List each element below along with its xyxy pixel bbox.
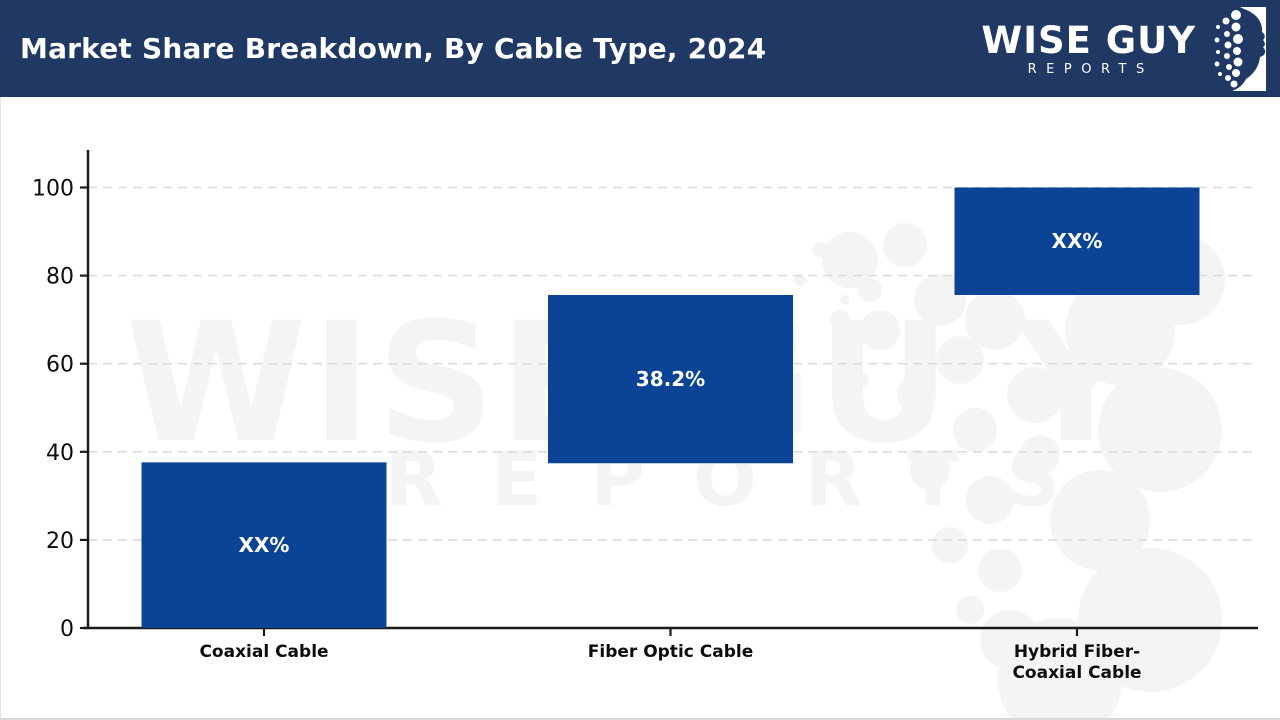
brand-subtext: REPORTS: [1027, 61, 1154, 77]
watermark-dot: [840, 295, 850, 305]
bar-value-label: XX%: [1052, 229, 1103, 253]
header: Market Share Breakdown, By Cable Type, 2…: [0, 0, 1280, 97]
bar-value-label: XX%: [239, 533, 290, 557]
y-tick-label: 80: [46, 265, 74, 290]
watermark-dot: [932, 527, 968, 563]
watermark-dot: [883, 423, 897, 437]
bar-value-label: 38.2%: [636, 367, 705, 391]
watermark-dot: [830, 310, 850, 330]
watermark-dot: [883, 223, 927, 267]
watermark-dot: [956, 596, 984, 624]
watermark-dot: [852, 372, 868, 388]
watermark-dot: [860, 310, 900, 350]
y-tick-label: 20: [46, 529, 74, 554]
watermark-dot: [1020, 435, 1060, 475]
watermark-dot: [1050, 470, 1150, 570]
y-tick-label: 0: [60, 617, 74, 642]
y-tick-label: 100: [32, 177, 74, 202]
x-category-label: Hybrid Fiber-Coaxial Cable: [1012, 642, 1141, 683]
x-category-label: Fiber Optic Cable: [588, 642, 753, 662]
brand-logo: WISE GUY REPORTS: [981, 6, 1266, 91]
watermark-dot: [897, 377, 933, 413]
watermark-dot: [812, 242, 828, 258]
watermark-dot: [966, 476, 1014, 524]
bar-1: [548, 294, 793, 464]
watermark-dot: [858, 278, 882, 302]
y-tick-label: 40: [46, 441, 74, 466]
watermark-dot: [978, 548, 1022, 592]
brand-wordmark: WISE GUY: [981, 18, 1196, 62]
bar-2: [954, 187, 1200, 295]
x-category-label: Coaxial Cable: [199, 642, 328, 662]
bar-0: [141, 462, 387, 628]
watermark-dot: [1007, 367, 1063, 423]
watermark-dot: [936, 336, 984, 384]
watermark-dot: [953, 408, 997, 452]
watermark-dot: [910, 450, 950, 490]
watermark-dot: [980, 610, 1040, 670]
watermark-dot: [794, 274, 806, 286]
page-title: Market Share Breakdown, By Cable Type, 2…: [20, 32, 767, 65]
brand-logo-text: WISE GUY REPORTS: [981, 22, 1196, 76]
watermark-dot: [822, 232, 878, 288]
watermark-dot: [914, 274, 966, 326]
watermark-dot: [965, 290, 1025, 350]
brand-face-icon: [1214, 6, 1266, 91]
y-tick-label: 60: [46, 353, 74, 378]
watermark-dot: [1098, 368, 1222, 492]
